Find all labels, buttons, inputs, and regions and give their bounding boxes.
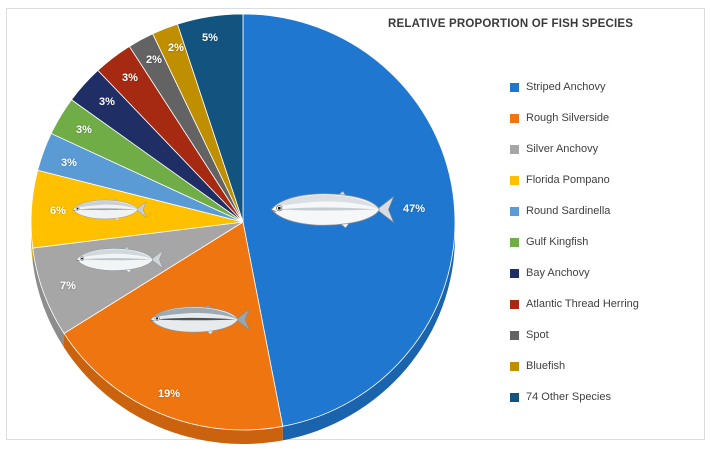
legend-item[interactable]: 74 Other Species: [510, 382, 700, 413]
pie-percent-label: 3%: [122, 72, 138, 84]
legend-item[interactable]: Round Sardinella: [510, 196, 700, 227]
legend-swatch-icon: [510, 362, 519, 371]
legend-swatch-icon: [510, 238, 519, 247]
legend-item-label: Rough Silverside: [526, 112, 610, 124]
legend-item-label: Striped Anchovy: [526, 81, 606, 93]
pie-percent-label: 6%: [50, 205, 66, 217]
legend-item-label: Spot: [526, 329, 549, 341]
legend-swatch-icon: [510, 331, 519, 340]
legend-item-label: Bay Anchovy: [526, 267, 590, 279]
legend-swatch-icon: [510, 393, 519, 402]
legend-item-label: Bluefish: [526, 360, 566, 372]
legend-swatch-icon: [510, 300, 519, 309]
legend-swatch-icon: [510, 269, 519, 278]
pie-percent-label: 3%: [76, 124, 92, 136]
pie-percent-label: 5%: [202, 32, 218, 44]
legend-item-label: Gulf Kingfish: [526, 236, 589, 248]
pie-percent-label: 2%: [168, 42, 184, 54]
legend-swatch-icon: [510, 207, 519, 216]
legend-item[interactable]: Atlantic Thread Herring: [510, 289, 700, 320]
pie-slice-striped-anchovy[interactable]: Striped Anchovy 47%: [242, 13, 456, 427]
pie-percent-label: 2%: [146, 54, 162, 66]
legend-item-label: Florida Pompano: [526, 174, 610, 186]
legend-item[interactable]: Bay Anchovy: [510, 258, 700, 289]
pie-chart-svg: Striped Anchovy 47%Rough Silverside 19%S…: [30, 13, 456, 444]
legend-swatch-icon: [510, 114, 519, 123]
pie-chart: Striped Anchovy 47%Rough Silverside 19%S…: [30, 13, 456, 444]
pie-slices-layer: Striped Anchovy 47%Rough Silverside 19%S…: [30, 13, 456, 431]
legend-item[interactable]: Gulf Kingfish: [510, 227, 700, 258]
pie-percent-label: 3%: [61, 157, 77, 169]
pie-slice-depth: [32, 248, 65, 348]
legend-item-label: Round Sardinella: [526, 205, 611, 217]
pie-percent-label: 47%: [402, 203, 426, 215]
legend-item-label: Atlantic Thread Herring: [526, 298, 639, 310]
legend-item-label: 74 Other Species: [526, 391, 611, 403]
legend-item[interactable]: Rough Silverside: [510, 103, 700, 134]
chart-legend: Striped Anchovy Rough Silverside Silver An…: [510, 72, 700, 413]
legend-swatch-icon: [510, 176, 519, 185]
pie-percent-label: 7%: [60, 280, 76, 292]
legend-item[interactable]: Bluefish: [510, 351, 700, 382]
legend-item-label: Silver Anchovy: [526, 143, 599, 155]
pie-slice-depth: [64, 333, 283, 444]
legend-swatch-icon: [510, 83, 519, 92]
pie-percent-label: 3%: [99, 96, 115, 108]
pie-percent-label: 19%: [157, 388, 181, 400]
legend-item[interactable]: Florida Pompano: [510, 165, 700, 196]
chart-title: RELATIVE PROPORTION OF FISH SPECIES: [388, 18, 634, 30]
legend-swatch-icon: [510, 145, 519, 154]
pie-slice-depth: [282, 222, 455, 441]
legend-item[interactable]: Striped Anchovy: [510, 72, 700, 103]
legend-item[interactable]: Silver Anchovy: [510, 134, 700, 165]
legend-item[interactable]: Spot: [510, 320, 700, 351]
pie-slice-74-other-species[interactable]: 74 Other Species 5%: [176, 13, 244, 223]
